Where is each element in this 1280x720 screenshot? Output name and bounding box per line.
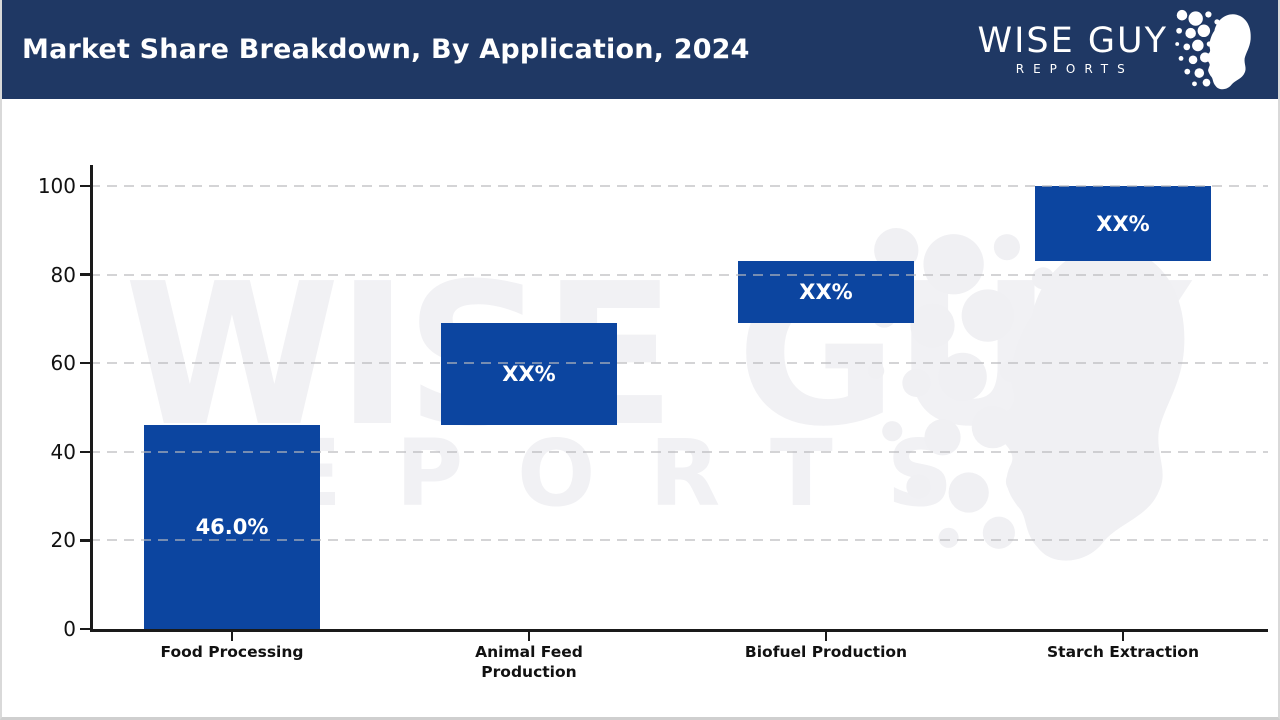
- gridline-100: [90, 185, 1268, 187]
- x-tick-2: [527, 631, 531, 641]
- y-tick-100: [80, 184, 90, 188]
- bar-value-label: XX%: [799, 280, 853, 305]
- bar-starch-extraction: XX%: [1035, 186, 1211, 262]
- gridline-40: [90, 450, 1268, 453]
- category-label-1: Food Processing: [160, 643, 304, 661]
- y-tick-20: [80, 539, 90, 542]
- y-tick-label-20: 20: [50, 528, 76, 553]
- y-tick-80: [80, 273, 90, 276]
- wiseguy-face-icon: [1166, 8, 1258, 92]
- bar-biofuel-production: XX%: [738, 261, 914, 324]
- x-tick-3: [824, 631, 828, 641]
- y-tick-label-80: 80: [50, 262, 76, 287]
- y-tick-label-60: 60: [50, 351, 76, 376]
- header-bar: Market Share Breakdown, By Application, …: [2, 0, 1278, 99]
- x-tick-1: [230, 631, 234, 641]
- y-tick-40: [80, 450, 90, 454]
- y-tick-label-0: 0: [63, 617, 76, 641]
- gridline-60: [90, 362, 1268, 365]
- gridline-20: [90, 539, 1268, 542]
- y-tick-0: [80, 627, 90, 631]
- y-tick-label-40: 40: [50, 439, 76, 464]
- logo-subtitle: REPORTS: [1015, 61, 1134, 76]
- bar-value-label: XX%: [1096, 211, 1150, 236]
- y-tick-60: [80, 361, 90, 365]
- logo-text: WISE GUY REPORTS: [977, 20, 1168, 76]
- bar-value-label: 46.0%: [195, 515, 269, 540]
- wiseguy-logo: WISE GUY REPORTS: [977, 8, 1258, 92]
- x-axis-line: [90, 629, 1268, 632]
- gridline-80: [90, 273, 1268, 276]
- logo-wordmark: WISE GUY: [977, 20, 1168, 61]
- y-tick-label-100: 100: [37, 174, 76, 198]
- bar-animal-feed-production: XX%: [441, 323, 617, 426]
- bar-value-label: XX%: [502, 362, 556, 387]
- y-axis-line: [90, 165, 93, 631]
- category-label-4: Starch Extraction: [1047, 643, 1199, 661]
- category-label-3: Biofuel Production: [744, 643, 908, 661]
- bar-food-processing: 46.0%: [144, 425, 320, 629]
- x-tick-4: [1121, 631, 1125, 641]
- category-label-2: Animal Feed Production: [475, 643, 583, 682]
- chart-title: Market Share Breakdown, By Application, …: [22, 34, 750, 65]
